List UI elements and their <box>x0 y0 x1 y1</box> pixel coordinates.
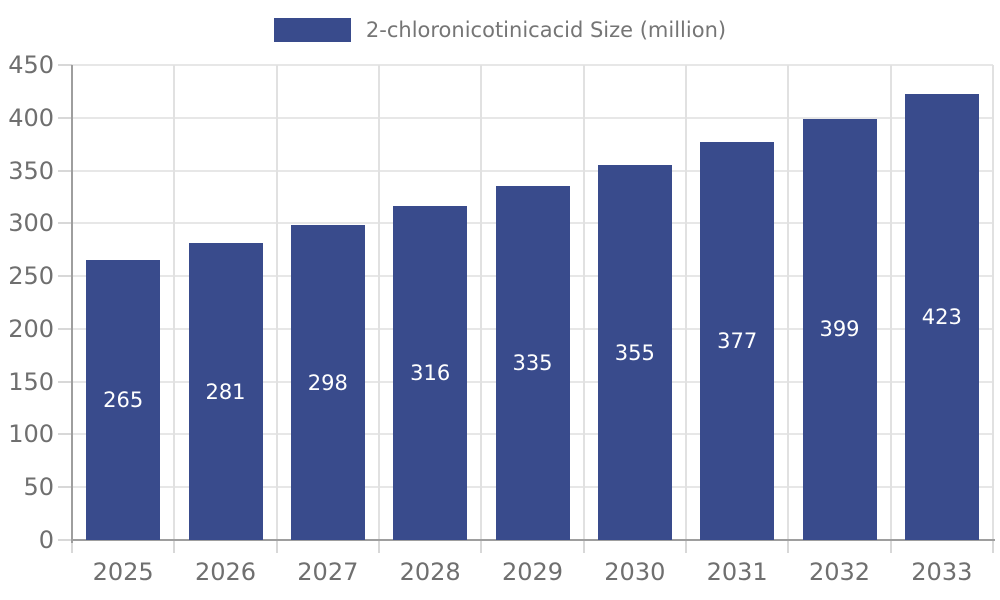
v-gridline <box>480 65 483 540</box>
y-tick-mark <box>58 222 72 225</box>
y-tick-mark <box>58 433 72 436</box>
v-gridline <box>889 65 892 540</box>
x-tick-mark <box>992 540 994 553</box>
bar-value-label: 335 <box>512 351 553 376</box>
y-axis-tick-label: 0 <box>38 526 54 554</box>
bar-value-label: 399 <box>819 317 860 342</box>
bar-value-label: 281 <box>205 379 246 404</box>
h-gridline <box>72 64 993 66</box>
y-axis-tick-label: 100 <box>8 420 54 449</box>
x-tick-mark <box>889 540 892 553</box>
y-tick-mark <box>58 380 72 383</box>
bar-value-label: 377 <box>717 329 758 354</box>
y-axis-tick-label: 200 <box>8 314 54 343</box>
x-tick-mark <box>275 540 278 553</box>
y-tick-mark <box>58 275 72 278</box>
x-tick-mark <box>378 540 380 553</box>
v-gridline <box>582 65 585 540</box>
legend-swatch <box>273 18 351 42</box>
x-axis-tick-label: 2026 <box>194 558 257 586</box>
y-axis-tick-label: 50 <box>23 473 54 502</box>
h-gridline <box>72 169 993 172</box>
v-gridline <box>992 65 994 540</box>
v-gridline <box>685 65 687 540</box>
legend[interactable]: 2-chloronicotinicacid Size (million) <box>0 14 1000 46</box>
y-tick-mark <box>58 169 72 172</box>
y-tick-mark <box>58 539 72 541</box>
bar <box>86 260 161 540</box>
v-gridline <box>378 65 380 540</box>
y-axis-tick-label: 250 <box>8 262 54 291</box>
bar <box>393 206 468 540</box>
x-tick-mark <box>685 540 687 553</box>
x-tick-mark <box>71 540 73 553</box>
x-tick-mark <box>480 540 483 553</box>
bar-value-label: 265 <box>103 388 144 413</box>
v-gridline <box>787 65 790 540</box>
bar <box>597 165 672 540</box>
bar-value-label: 423 <box>921 304 962 329</box>
bar <box>188 243 263 540</box>
bar-value-label: 298 <box>307 370 348 395</box>
x-tick-mark <box>173 540 176 553</box>
x-axis-tick-label: 2031 <box>706 558 768 586</box>
h-gridline <box>72 116 993 119</box>
y-axis-tick-label: 400 <box>8 103 54 132</box>
y-axis-tick-label: 450 <box>8 51 54 79</box>
legend-label: 2-chloronicotinicacid Size (million) <box>365 17 727 42</box>
bar <box>802 118 877 540</box>
y-axis-tick-label: 300 <box>8 209 54 238</box>
v-gridline <box>173 65 176 540</box>
y-axis-tick-label: 350 <box>8 156 54 185</box>
x-axis-tick-label: 2025 <box>92 558 154 586</box>
y-axis-line <box>71 65 73 543</box>
x-axis-tick-label: 2028 <box>399 558 461 586</box>
y-axis-tick-label: 150 <box>8 367 54 396</box>
y-tick-mark <box>58 327 72 330</box>
y-tick-mark <box>58 64 72 66</box>
y-tick-mark <box>58 486 72 489</box>
bar <box>700 142 775 540</box>
x-axis-tick-label: 2027 <box>297 558 359 586</box>
x-axis-tick-label: 2032 <box>808 558 871 586</box>
bar <box>290 225 365 540</box>
y-tick-mark <box>58 116 72 119</box>
x-tick-mark <box>787 540 790 553</box>
bar <box>904 93 979 540</box>
x-axis-line <box>71 539 995 541</box>
bar-value-label: 316 <box>410 361 451 386</box>
x-axis-tick-label: 2030 <box>604 558 666 586</box>
x-axis-tick-label: 2033 <box>911 558 973 586</box>
x-tick-mark <box>582 540 585 553</box>
bar <box>495 186 570 540</box>
x-axis-tick-label: 2029 <box>501 558 564 586</box>
v-gridline <box>275 65 278 540</box>
bar-value-label: 355 <box>614 340 655 365</box>
